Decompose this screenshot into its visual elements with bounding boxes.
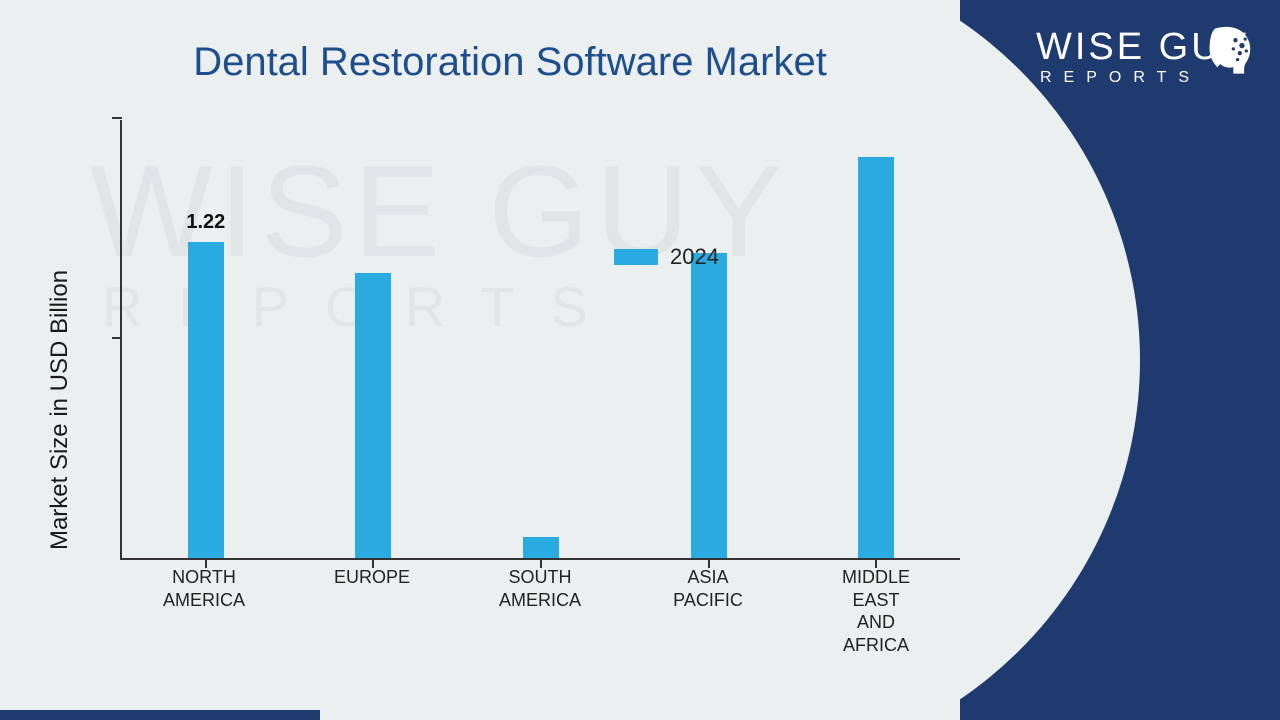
x-axis-label: ASIA PACIFIC — [624, 566, 792, 656]
brand-logo: WISE GUY REPORTS — [1036, 28, 1250, 86]
bar-slot — [290, 120, 458, 558]
plot-area: 1.22 — [120, 120, 960, 560]
bar-value-label: 1.22 — [186, 211, 225, 234]
bar-slot: 1.22 — [122, 120, 290, 558]
legend-label: 2024 — [670, 244, 719, 270]
bar — [188, 242, 224, 558]
bar — [523, 537, 559, 558]
bar — [355, 273, 391, 558]
bar-slot — [792, 120, 960, 558]
x-axis-label: NORTH AMERICA — [120, 566, 288, 656]
legend: 2024 — [614, 244, 719, 270]
x-axis-label: SOUTH AMERICA — [456, 566, 624, 656]
bar-slot — [625, 120, 793, 558]
chart-title: Dental Restoration Software Market — [60, 40, 960, 85]
bottom-accent-bar — [0, 710, 320, 720]
brain-head-icon — [1202, 24, 1256, 78]
canvas: WISE GUY REPORTS Dental Restoration Soft… — [0, 0, 1280, 720]
y-tick — [112, 117, 122, 119]
y-tick — [112, 337, 122, 339]
x-axis-label: MIDDLE EAST AND AFRICA — [792, 566, 960, 656]
legend-swatch — [614, 249, 658, 265]
x-axis-labels: NORTH AMERICAEUROPESOUTH AMERICAASIA PAC… — [120, 566, 960, 656]
bar-slot — [457, 120, 625, 558]
bar — [858, 157, 894, 558]
bar-chart: Market Size in USD Billion 1.22 NORTH AM… — [60, 120, 980, 700]
brand-side-panel — [960, 0, 1280, 720]
bar — [691, 253, 727, 558]
y-axis-label: Market Size in USD Billion — [46, 270, 74, 550]
bars-container: 1.22 — [122, 120, 960, 558]
x-axis-label: EUROPE — [288, 566, 456, 656]
